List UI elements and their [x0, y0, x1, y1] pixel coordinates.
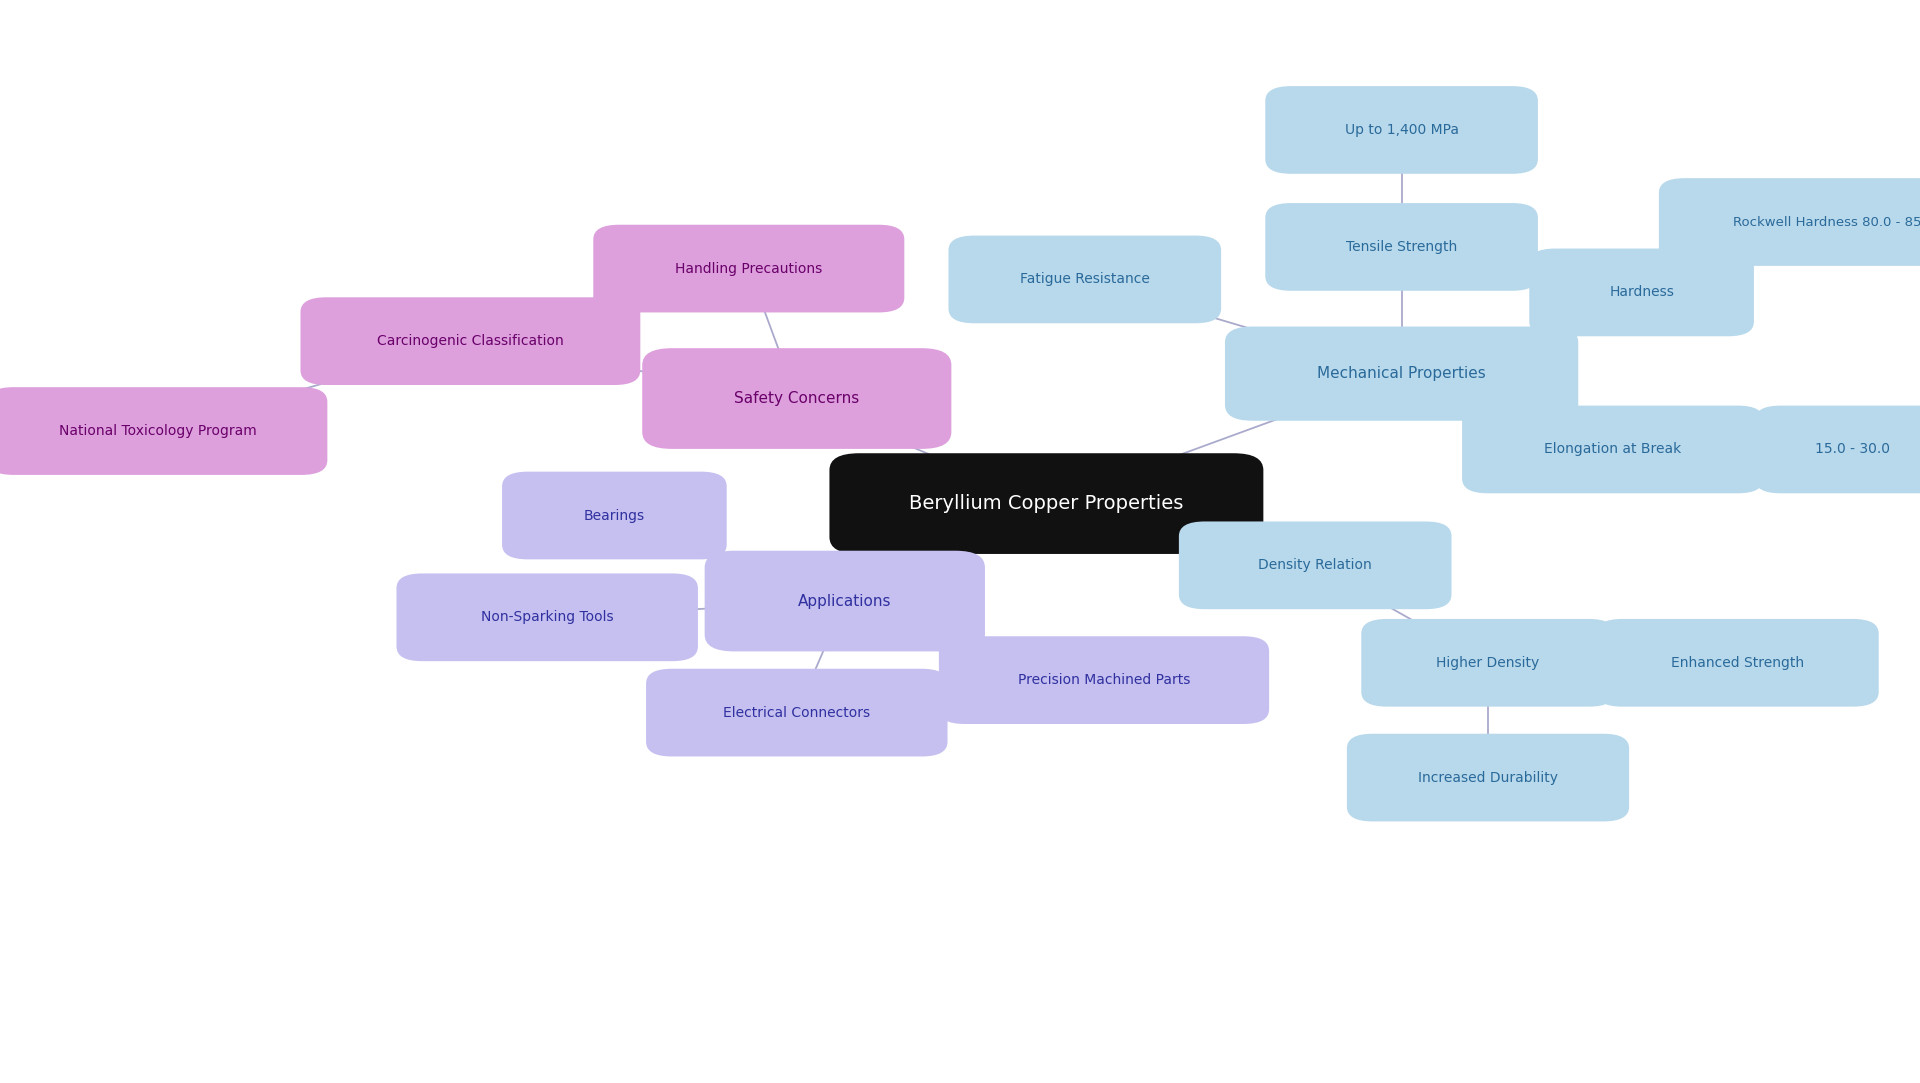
Text: Beryllium Copper Properties: Beryllium Copper Properties	[910, 494, 1183, 513]
FancyBboxPatch shape	[0, 387, 326, 475]
Text: Tensile Strength: Tensile Strength	[1346, 240, 1457, 253]
Text: Electrical Connectors: Electrical Connectors	[724, 706, 870, 719]
Text: Increased Durability: Increased Durability	[1419, 771, 1557, 784]
FancyBboxPatch shape	[1755, 405, 1920, 493]
FancyBboxPatch shape	[1597, 618, 1878, 706]
FancyBboxPatch shape	[1348, 734, 1630, 821]
FancyBboxPatch shape	[705, 551, 985, 652]
FancyBboxPatch shape	[1265, 204, 1538, 290]
FancyBboxPatch shape	[1659, 179, 1920, 266]
FancyBboxPatch shape	[300, 298, 639, 386]
FancyBboxPatch shape	[396, 574, 697, 661]
Text: Bearings: Bearings	[584, 509, 645, 522]
Text: Higher Density: Higher Density	[1436, 656, 1540, 669]
Text: Mechanical Properties: Mechanical Properties	[1317, 366, 1486, 381]
Text: Precision Machined Parts: Precision Machined Parts	[1018, 674, 1190, 687]
Text: Non-Sparking Tools: Non-Sparking Tools	[480, 611, 614, 624]
FancyBboxPatch shape	[1179, 521, 1452, 609]
FancyBboxPatch shape	[1463, 405, 1763, 493]
Text: Density Relation: Density Relation	[1258, 559, 1373, 572]
FancyBboxPatch shape	[1225, 327, 1578, 421]
Text: Elongation at Break: Elongation at Break	[1544, 443, 1682, 456]
Text: Safety Concerns: Safety Concerns	[733, 391, 860, 406]
FancyBboxPatch shape	[641, 349, 950, 448]
FancyBboxPatch shape	[939, 637, 1269, 725]
Text: 15.0 - 30.0: 15.0 - 30.0	[1814, 443, 1891, 456]
FancyBboxPatch shape	[829, 453, 1263, 554]
FancyBboxPatch shape	[1528, 249, 1755, 337]
FancyBboxPatch shape	[1361, 618, 1615, 706]
Text: Fatigue Resistance: Fatigue Resistance	[1020, 273, 1150, 286]
Text: National Toxicology Program: National Toxicology Program	[60, 425, 255, 438]
Text: Up to 1,400 MPa: Up to 1,400 MPa	[1344, 123, 1459, 136]
FancyBboxPatch shape	[1265, 87, 1538, 174]
Text: Handling Precautions: Handling Precautions	[676, 262, 822, 275]
Text: Hardness: Hardness	[1609, 286, 1674, 299]
FancyBboxPatch shape	[645, 669, 947, 756]
FancyBboxPatch shape	[593, 225, 904, 313]
FancyBboxPatch shape	[948, 236, 1221, 323]
Text: Carcinogenic Classification: Carcinogenic Classification	[376, 335, 564, 348]
FancyBboxPatch shape	[503, 472, 726, 559]
Text: Enhanced Strength: Enhanced Strength	[1670, 656, 1805, 669]
Text: Applications: Applications	[799, 593, 891, 609]
Text: Rockwell Hardness 80.0 - 85.0: Rockwell Hardness 80.0 - 85.0	[1734, 216, 1920, 229]
